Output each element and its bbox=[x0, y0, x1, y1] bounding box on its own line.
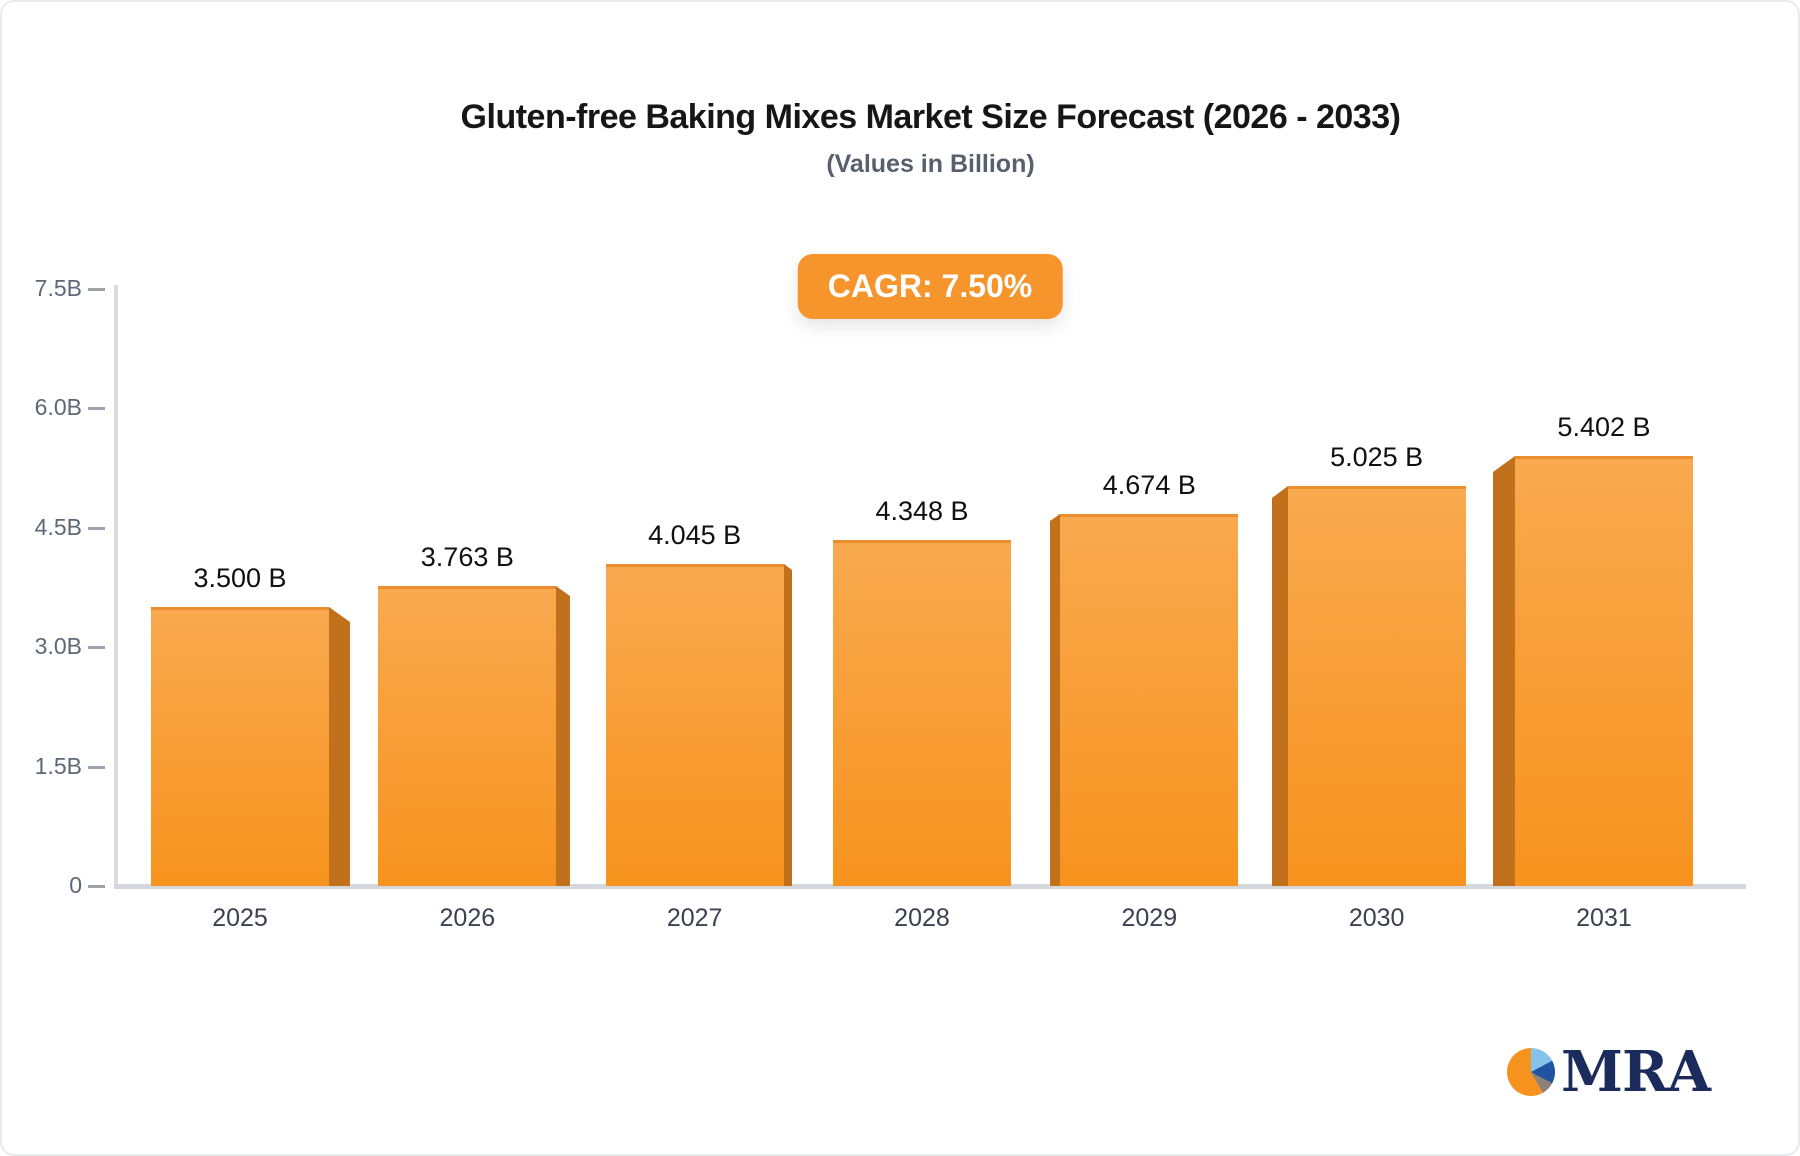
bar-side-face-2026 bbox=[556, 586, 570, 886]
x-tick-label-2031: 2031 bbox=[1576, 904, 1632, 932]
bar-2026 bbox=[378, 586, 556, 886]
bar-side-face-2030 bbox=[1272, 486, 1288, 886]
bar-2027 bbox=[606, 564, 784, 886]
x-tick-label-2029: 2029 bbox=[1121, 904, 1178, 932]
x-tick-label-2030: 2030 bbox=[1348, 904, 1405, 932]
y-tick-dash-3.0B bbox=[88, 646, 105, 650]
y-axis-line bbox=[114, 285, 118, 888]
x-tick-label-2025: 2025 bbox=[212, 904, 268, 932]
y-tick-label-6.0B: 6.0B bbox=[34, 394, 82, 421]
bar-value-label-2027: 4.045 B bbox=[648, 520, 742, 550]
bar-value-label-2025: 3.500 B bbox=[193, 563, 287, 593]
y-tick-label-0: 0 bbox=[69, 872, 82, 898]
y-tick-label-1.5B: 1.5B bbox=[34, 752, 82, 779]
bar-2028 bbox=[833, 540, 1011, 886]
y-tick-dash-0 bbox=[88, 885, 105, 888]
y-tick-dash-6.0B bbox=[88, 407, 105, 411]
bar-value-label-2030: 5.025 B bbox=[1330, 442, 1424, 472]
bar-value-label-2028: 4.348 B bbox=[875, 496, 969, 526]
bar-2025 bbox=[151, 607, 329, 886]
y-tick-label-4.5B: 4.5B bbox=[34, 513, 82, 540]
bar-value-label-2029: 4.674 B bbox=[1102, 470, 1196, 500]
cagr-badge-label: CAGR: 7.50% bbox=[827, 268, 1033, 304]
chart-subtitle: (Values in Billion) bbox=[826, 150, 1035, 178]
x-axis-baseline bbox=[114, 884, 1746, 889]
bar-side-face-2029 bbox=[1050, 514, 1060, 886]
x-tick-label-2027: 2027 bbox=[666, 904, 723, 932]
chart-title: Gluten-free Baking Mixes Market Size For… bbox=[460, 98, 1401, 136]
bar-2030 bbox=[1288, 486, 1466, 886]
y-tick-dash-1.5B bbox=[88, 765, 105, 769]
bar-2029 bbox=[1060, 514, 1238, 886]
bar-side-face-2031 bbox=[1493, 456, 1515, 886]
mra-logo: MRA bbox=[1507, 1039, 1711, 1105]
x-tick-label-2026: 2026 bbox=[439, 904, 496, 932]
y-tick-label-3.0B: 3.0B bbox=[34, 633, 82, 660]
x-tick-label-2028: 2028 bbox=[894, 904, 950, 932]
bar-value-label-2026: 3.763 B bbox=[420, 542, 514, 572]
cagr-badge: CAGR: 7.50% bbox=[797, 254, 1063, 319]
bar-value-label-2031: 5.402 B bbox=[1557, 412, 1651, 442]
bar-side-face-2027 bbox=[784, 564, 792, 886]
mra-pie-chart-icon bbox=[1507, 1048, 1556, 1096]
bar-side-face-2025 bbox=[329, 607, 350, 886]
mra-logo-text: MRA bbox=[1561, 1039, 1711, 1105]
y-tick-dash-4.5B bbox=[88, 526, 105, 530]
bar-2031 bbox=[1515, 456, 1693, 886]
y-tick-dash-7.5B bbox=[88, 288, 105, 291]
y-tick-label-7.5B: 7.5B bbox=[34, 275, 82, 301]
